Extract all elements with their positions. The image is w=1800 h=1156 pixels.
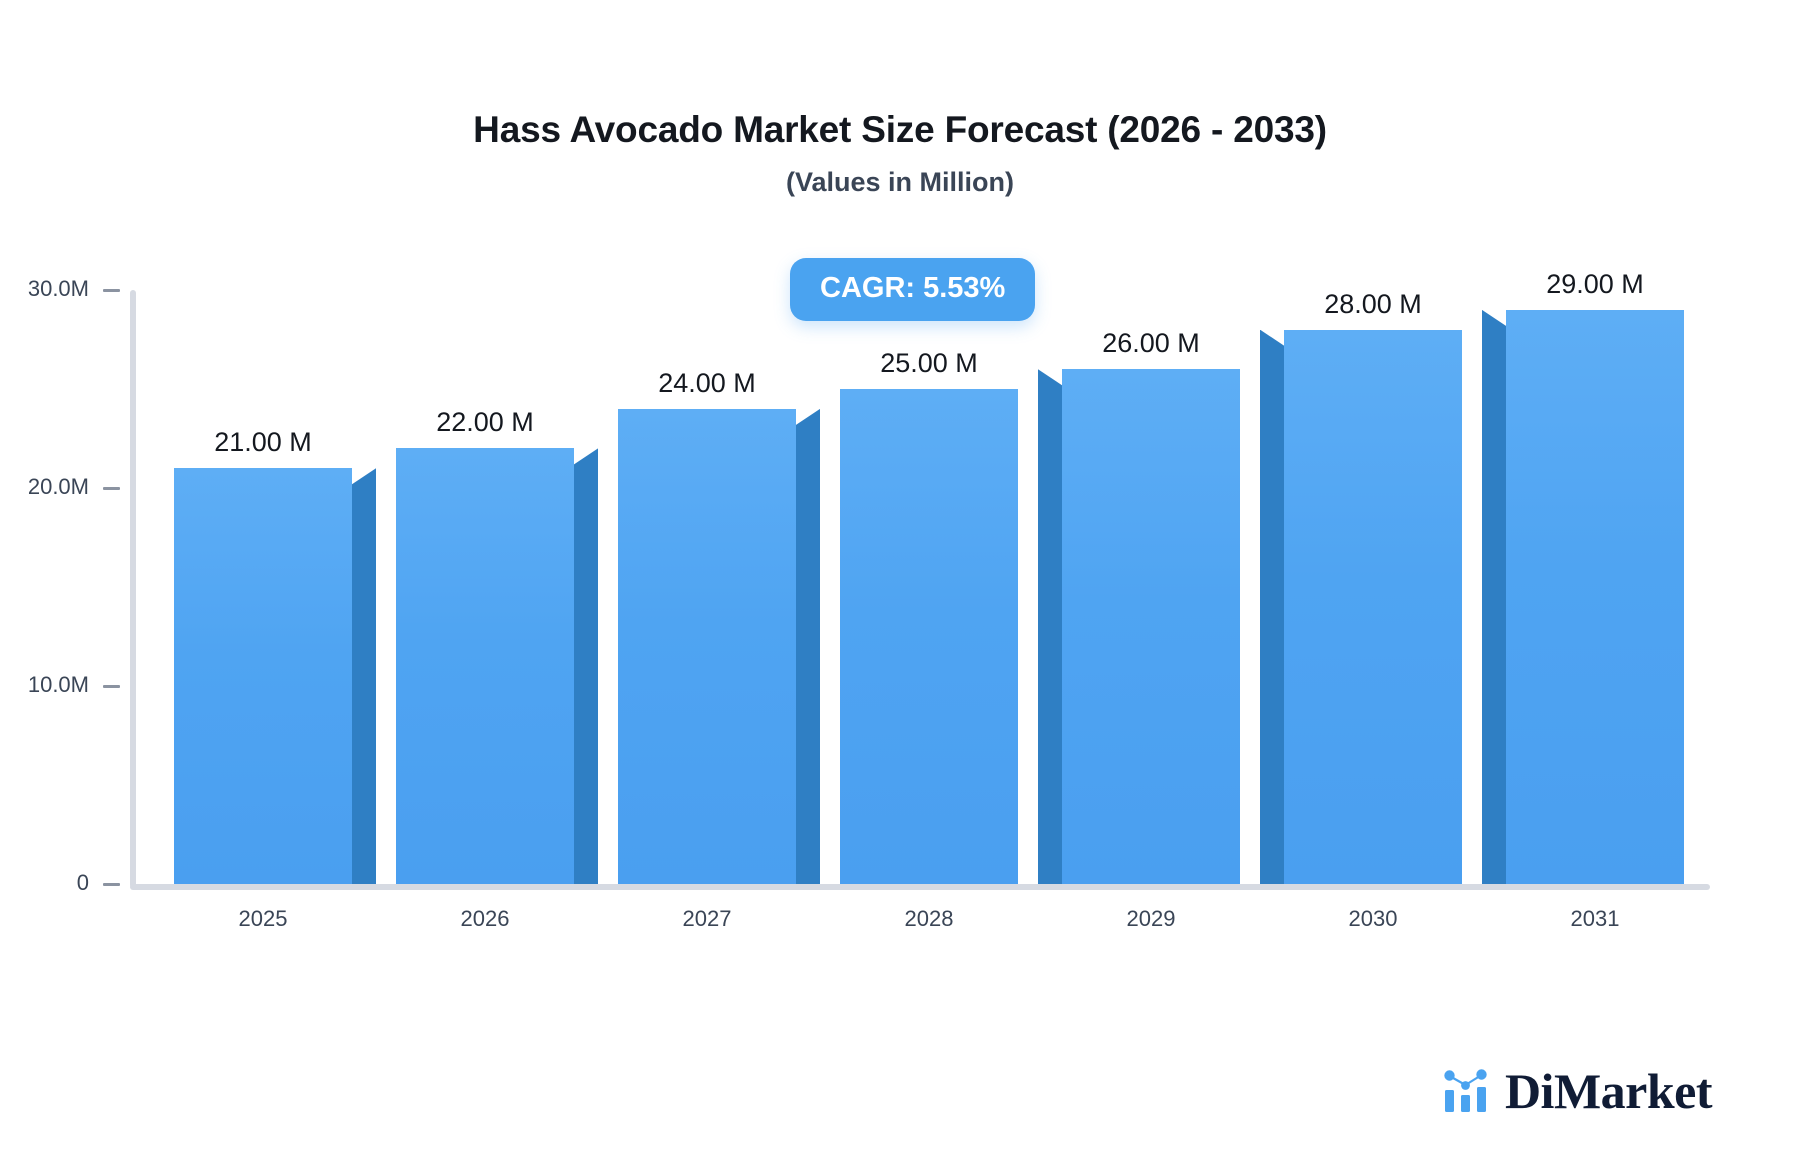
- bar-value-label: 26.00 M: [1102, 328, 1200, 359]
- bar-2031[interactable]: 29.00 M: [1482, 269, 1684, 884]
- bar-side-face: [1482, 309, 1506, 884]
- bar-value-label: 25.00 M: [880, 348, 978, 378]
- bar-value-label: 28.00 M: [1324, 288, 1422, 319]
- x-axis-label-2027: 2027: [682, 906, 732, 931]
- x-axis-label-2026: 2026: [460, 906, 510, 931]
- logo-text: DiMarket: [1504, 1063, 1713, 1119]
- bars-layer: 21.00 M 22.00 M 24.00 M 25.00 M 26.00 M 28.00…: [130, 269, 1710, 888]
- bar-front-face: [1506, 309, 1684, 884]
- y-axis-tick-mark: [103, 486, 120, 490]
- x-axis-labels: 2025 2026 2027 2028 2029 2030 2031: [130, 906, 1710, 946]
- x-axis-line: [130, 884, 1710, 890]
- bar-front-face: [1284, 329, 1462, 884]
- bar-2029[interactable]: 26.00 M: [1038, 328, 1240, 884]
- bar-side-face: [1260, 329, 1284, 884]
- y-axis-tick-mark: [103, 882, 120, 886]
- x-axis-label-2028: 2028: [904, 906, 954, 931]
- chart-title: Hass Avocado Market Size Forecast (2026 …: [473, 109, 1327, 150]
- bar-front-face: [1062, 369, 1240, 884]
- bar-front-face: [396, 448, 574, 884]
- bar-side-face: [352, 468, 376, 884]
- bar-2026[interactable]: 22.00 M: [396, 407, 598, 884]
- bar-value-label: 24.00 M: [658, 367, 756, 398]
- cagr-badge: CAGR: 5.53%: [790, 258, 1036, 321]
- bar-side-face: [1038, 369, 1062, 884]
- y-axis-tick-label: 10.0M: [27, 672, 89, 697]
- bar-2030[interactable]: 28.00 M: [1260, 289, 1462, 884]
- bar-front-face: [840, 389, 1018, 884]
- y-axis-tick-label: 0: [76, 870, 89, 895]
- x-axis-label-2025: 2025: [238, 906, 288, 931]
- bar-value-label: 22.00 M: [436, 407, 534, 438]
- bar-value-label: 29.00 M: [1546, 268, 1644, 299]
- x-axis-label-2029: 2029: [1126, 906, 1176, 931]
- x-axis-label-2031: 2031: [1570, 906, 1620, 931]
- bar-side-face: [574, 448, 598, 884]
- y-axis-tick-label: 30.0M: [27, 276, 89, 301]
- x-axis-label-2030: 2030: [1348, 906, 1398, 931]
- bar-front-face: [618, 408, 796, 884]
- y-axis-line: [130, 290, 136, 888]
- y-axis-tick-mark: [103, 288, 120, 292]
- bar-value-label: 21.00 M: [214, 427, 312, 458]
- bar-2025[interactable]: 21.00 M: [174, 427, 376, 884]
- plot-area: 21.00 M 22.00 M 24.00 M 25.00 M 26.00 M 28.00…: [130, 269, 1710, 890]
- bar-chart-line-icon: [1444, 1069, 1487, 1112]
- bar-2028[interactable]: 25.00 M: [840, 348, 1018, 884]
- chart-subtitle: (Values in Million): [785, 166, 1015, 197]
- title-block: Hass Avocado Market Size Forecast (2026 …: [0, 108, 1800, 198]
- bar-2027[interactable]: 24.00 M: [618, 368, 820, 884]
- y-axis-tick-label: 20.0M: [27, 474, 89, 499]
- brand-logo: DiMarket: [1443, 1063, 1713, 1119]
- bar-front-face: [174, 468, 352, 884]
- y-axis-tick-mark: [103, 684, 120, 688]
- bar-side-face: [796, 408, 820, 884]
